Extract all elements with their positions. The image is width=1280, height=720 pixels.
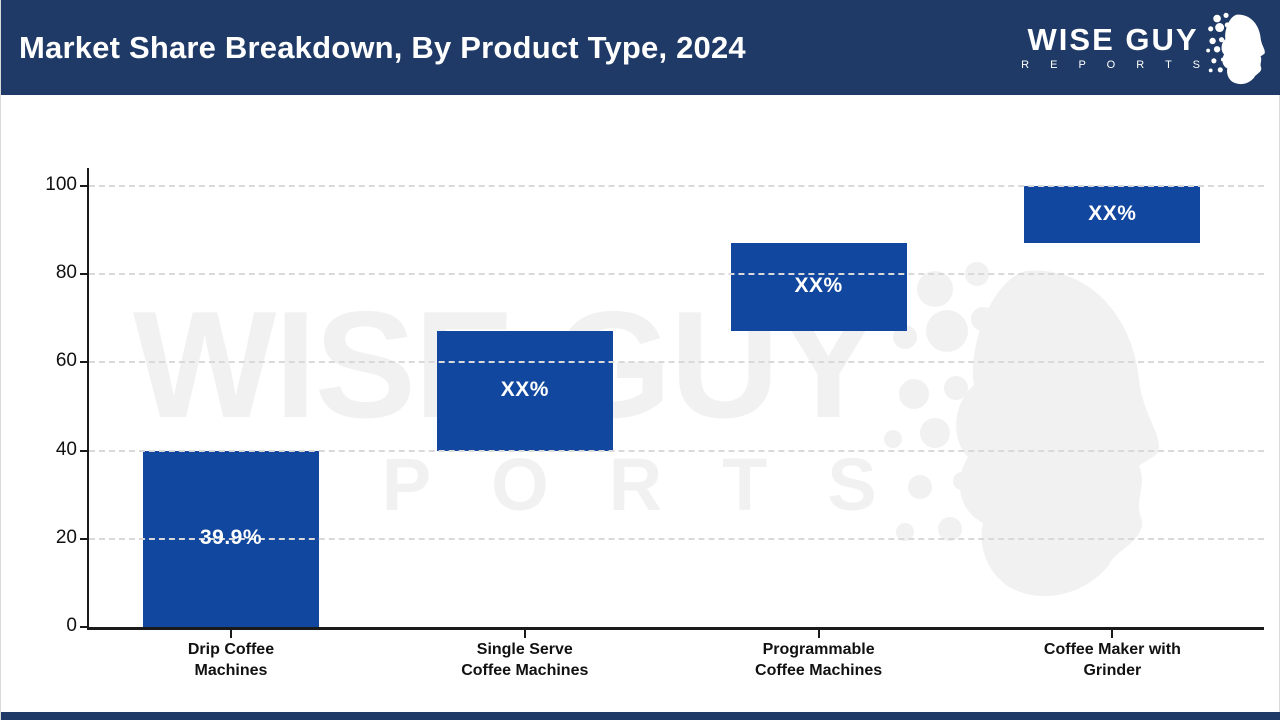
bar-value-label: XX% [500, 377, 549, 401]
bar-value-label: XX% [1088, 201, 1137, 225]
category-label-line: Coffee Machines [461, 661, 589, 679]
y-axis-tick-label: 40 [55, 438, 77, 460]
x-axis-tick [1111, 630, 1114, 638]
y-axis-tick-label: 60 [55, 350, 77, 372]
category-label: Drip Coffee Machines [81, 640, 381, 682]
gridline [89, 537, 1264, 540]
category-label-line: Single Serve [476, 641, 573, 658]
category-label-line: Programmable [762, 641, 875, 658]
category-label-line: Coffee Machines [755, 661, 883, 679]
header-banner: Market Share Breakdown, By Product Type,… [1, 0, 1280, 95]
y-axis-tick-label: 80 [55, 262, 77, 284]
page-title: Market Share Breakdown, By Product Type,… [19, 29, 746, 65]
y-axis-tick [80, 273, 88, 276]
logo-face-icon [1206, 12, 1265, 84]
y-axis-tick [80, 626, 88, 628]
bar [1024, 186, 1201, 243]
gridline [89, 273, 1264, 276]
watermark-face-icon [884, 262, 1160, 597]
y-axis-line [87, 168, 89, 630]
y-axis-tick-label: 20 [55, 526, 77, 548]
bar [730, 242, 907, 332]
category-label-line: Grinder [1083, 661, 1142, 679]
logo-text: WISE GUY R E P O R T S [1017, 24, 1209, 71]
x-axis-tick [230, 630, 232, 638]
gridline [89, 449, 1264, 452]
bar [436, 331, 613, 451]
footer-bar [1, 712, 1280, 720]
y-axis-tick-label: 0 [66, 615, 77, 636]
y-axis-tick [80, 537, 88, 540]
y-axis-tick [80, 449, 88, 452]
y-axis-tick [80, 185, 88, 187]
y-axis-tick-label: 100 [45, 174, 77, 195]
x-axis-line [87, 627, 1264, 630]
x-axis-tick [523, 630, 526, 638]
wise-guy-reports-logo: WISE GUY R E P O R T S [1017, 8, 1267, 88]
gridline [89, 361, 1264, 364]
logo-subtext: R E P O R T S [1021, 59, 1209, 71]
category-label-line: Machines [194, 661, 268, 679]
x-axis-tick [817, 630, 820, 638]
category-label-line: Coffee Maker with [1043, 641, 1181, 658]
gridline [89, 185, 1264, 187]
category-label: Programmable Coffee Machines [669, 640, 969, 682]
bar-value-label: 39.9% [199, 526, 263, 550]
category-label: Coffee Maker with Grinder [962, 640, 1262, 682]
logo-wordmark: WISE GUY [1027, 22, 1199, 57]
y-axis-tick [80, 361, 88, 364]
category-label-line: Drip Coffee [187, 641, 275, 658]
bar-value-label: XX% [794, 273, 843, 297]
category-label: Single Serve Coffee Machines [375, 640, 675, 682]
